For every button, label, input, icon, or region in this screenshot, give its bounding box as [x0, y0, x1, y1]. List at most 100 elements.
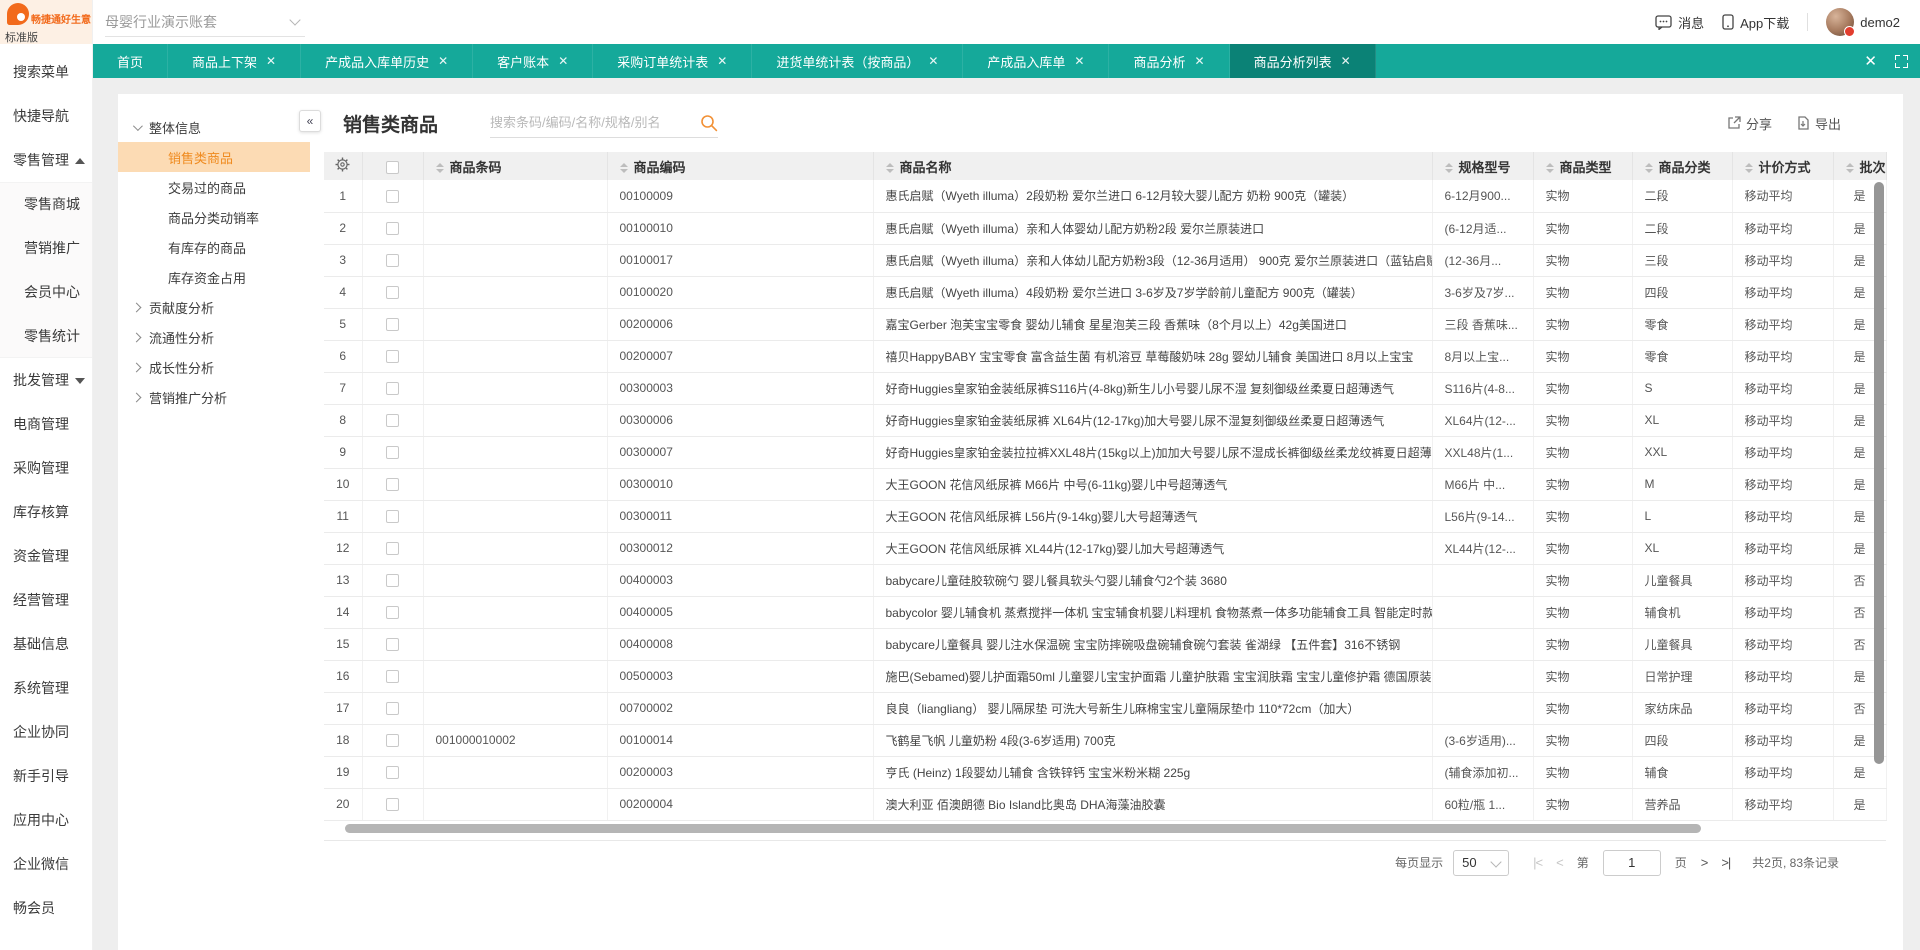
tab-item[interactable]: 客户账本 ✕ [473, 44, 594, 78]
sort-icon[interactable] [435, 163, 444, 174]
messages-button[interactable]: 消息 [1655, 13, 1704, 32]
row-checkbox[interactable] [386, 254, 399, 268]
row-checkbox[interactable] [386, 222, 399, 236]
row-checkbox[interactable] [386, 478, 399, 492]
select-all-checkbox[interactable] [386, 160, 399, 174]
column-header[interactable]: 计价方式 [1732, 152, 1834, 180]
page-size-select[interactable]: 50 [1453, 849, 1510, 876]
tab-close-icon[interactable]: ✕ [717, 54, 728, 68]
row-checkbox[interactable] [386, 382, 399, 396]
sidebar-item-3[interactable]: 批发管理 [0, 358, 92, 402]
row-checkbox[interactable] [386, 189, 399, 203]
tab-close-icon[interactable]: ✕ [1340, 54, 1351, 68]
prev-page-icon[interactable]: < [1556, 855, 1564, 870]
account-selector[interactable]: 母婴行业演示账套 [105, 7, 305, 37]
export-button[interactable]: 导出 [1796, 114, 1841, 133]
row-checkbox[interactable] [386, 350, 399, 364]
last-page-icon[interactable]: >| [1721, 855, 1731, 870]
tree-item[interactable]: 库存资金占用 [118, 262, 310, 292]
sort-icon[interactable] [619, 163, 628, 174]
tree-group[interactable]: 流通性分析 [118, 322, 310, 352]
sidebar-item-2[interactable]: 零售管理 [0, 138, 92, 182]
sidebar-subitem[interactable]: 零售统计 [24, 328, 80, 344]
sidebar-subitem[interactable]: 零售商城 [24, 196, 80, 212]
tab-close-icon[interactable]: ✕ [438, 54, 449, 68]
row-checkbox[interactable] [386, 574, 399, 588]
tab-item[interactable]: 采购订单统计表 ✕ [593, 44, 753, 78]
row-checkbox[interactable] [386, 702, 399, 716]
sidebar-item-4[interactable]: 电商管理 [0, 402, 92, 446]
tab-item[interactable]: 商品上下架 ✕ [168, 44, 302, 78]
tree-group[interactable]: 贡献度分析 [118, 292, 310, 322]
close-all-tabs-icon[interactable]: ✕ [1864, 52, 1877, 70]
sidebar-item-6[interactable]: 库存核算 [0, 490, 92, 534]
row-checkbox[interactable] [386, 414, 399, 428]
sort-icon[interactable] [1444, 163, 1453, 174]
tab-item[interactable]: 产成品入库单历史 ✕ [301, 44, 474, 78]
column-header[interactable]: 批次 [1833, 152, 1887, 180]
tree-group[interactable]: 整体信息 [118, 112, 310, 142]
row-checkbox[interactable] [386, 446, 399, 460]
row-checkbox[interactable] [386, 510, 399, 524]
sidebar-item-5[interactable]: 采购管理 [0, 446, 92, 490]
tree-item[interactable]: 商品分类动销率 [118, 202, 310, 232]
vertical-scrollbar-thumb[interactable] [1874, 182, 1884, 764]
sort-icon[interactable] [1644, 163, 1653, 174]
tab-item[interactable]: 首页 [93, 44, 169, 78]
tab-close-icon[interactable]: ✕ [1074, 54, 1085, 68]
tab-item[interactable]: 商品分析 ✕ [1109, 44, 1230, 78]
user-menu[interactable]: demo2 [1826, 8, 1900, 37]
tree-group[interactable]: 成长性分析 [118, 352, 310, 382]
tab-item[interactable]: 进货单统计表（按商品） ✕ [752, 44, 964, 78]
sort-icon[interactable] [885, 163, 894, 174]
column-header[interactable]: 商品类型 [1533, 152, 1633, 180]
sidebar-item-7[interactable]: 资金管理 [0, 534, 92, 578]
tab-close-icon[interactable]: ✕ [558, 54, 569, 68]
sidebar-item-10[interactable]: 系统管理 [0, 666, 92, 710]
tree-item[interactable]: 销售类商品 [118, 142, 310, 172]
row-checkbox[interactable] [386, 670, 399, 684]
sidebar-item-15[interactable]: 畅会员 [0, 886, 92, 930]
row-checkbox[interactable] [386, 798, 399, 812]
share-button[interactable]: 分享 [1727, 114, 1772, 133]
column-header[interactable]: 规格型号 [1432, 152, 1534, 180]
sidebar-item-0[interactable]: 搜索菜单 [0, 50, 92, 94]
sidebar-subitem[interactable]: 会员中心 [24, 284, 80, 300]
row-checkbox[interactable] [386, 286, 399, 300]
row-checkbox[interactable] [386, 318, 399, 332]
next-page-icon[interactable]: > [1700, 855, 1709, 870]
sort-icon[interactable] [1845, 163, 1854, 174]
row-checkbox[interactable] [386, 766, 399, 780]
tab-close-icon[interactable]: ✕ [1194, 54, 1205, 68]
tree-item[interactable]: 交易过的商品 [118, 172, 310, 202]
sidebar-subitem[interactable]: 营销推广 [24, 240, 80, 256]
vertical-scrollbar[interactable] [1874, 182, 1884, 778]
collapse-panel-icon[interactable]: « [299, 110, 321, 132]
search-input[interactable] [490, 115, 701, 130]
tree-group[interactable]: 营销推广分析 [118, 382, 310, 412]
tab-close-icon[interactable]: ✕ [928, 54, 939, 68]
sidebar-item-8[interactable]: 经营管理 [0, 578, 92, 622]
sidebar-item-14[interactable]: 企业微信 [0, 842, 92, 886]
first-page-icon[interactable]: |< [1533, 855, 1543, 870]
column-header[interactable]: 商品名称 [873, 152, 1433, 180]
sidebar-item-1[interactable]: 快捷导航 [0, 94, 92, 138]
sort-icon[interactable] [1744, 163, 1753, 174]
sidebar-item-11[interactable]: 企业协同 [0, 710, 92, 754]
row-checkbox[interactable] [386, 606, 399, 620]
sidebar-item-9[interactable]: 基础信息 [0, 622, 92, 666]
row-checkbox[interactable] [386, 542, 399, 556]
tab-item[interactable]: 产成品入库单 ✕ [963, 44, 1110, 78]
tab-active[interactable]: 商品分析列表 ✕ [1229, 44, 1376, 78]
row-checkbox[interactable] [386, 734, 399, 748]
horizontal-scrollbar[interactable] [324, 823, 1886, 834]
fullscreen-icon[interactable] [1895, 54, 1908, 68]
sort-icon[interactable] [1545, 163, 1554, 174]
column-header[interactable]: 商品编码 [607, 152, 874, 180]
row-checkbox[interactable] [386, 638, 399, 652]
tab-close-icon[interactable]: ✕ [266, 54, 277, 68]
column-settings[interactable] [324, 152, 363, 180]
sidebar-item-13[interactable]: 应用中心 [0, 798, 92, 842]
tree-item[interactable]: 有库存的商品 [118, 232, 310, 262]
search-icon[interactable] [700, 114, 718, 132]
